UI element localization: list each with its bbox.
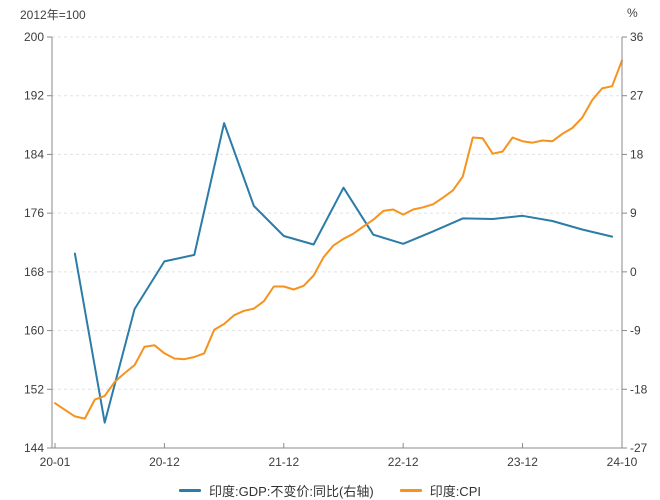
left-axis-tick-label: 152	[24, 382, 44, 396]
left-axis-tick-label: 200	[24, 30, 44, 44]
right-axis-tick-label: 9	[630, 206, 637, 220]
left-axis-tick-label: 160	[24, 324, 44, 338]
x-axis-tick-label: 20-12	[149, 455, 180, 469]
legend-label-gdp: 印度:GDP:不变价:同比(右轴)	[209, 483, 374, 499]
legend-item-cpi[interactable]: 印度:CPI	[399, 481, 481, 500]
series-line-cpi	[54, 59, 623, 420]
left-axis-title: 2012年=100	[20, 8, 86, 22]
x-axis-tick-label: 21-12	[268, 455, 299, 469]
right-axis-tick-label: 18	[630, 147, 644, 161]
right-axis-tick-label: -27	[630, 441, 648, 455]
left-axis-tick-label: 176	[24, 206, 44, 220]
x-axis-tick-label: 22-12	[388, 455, 419, 469]
right-axis-tick-label: 0	[630, 265, 637, 279]
left-axis-tick-label: 184	[24, 147, 44, 161]
series-line-gdp	[73, 122, 614, 424]
right-axis-tick-label: 27	[630, 89, 644, 103]
right-axis-tick-label: 36	[630, 30, 644, 44]
legend-item-gdp[interactable]: 印度:GDP:不变价:同比(右轴)	[179, 481, 374, 500]
right-axis-tick-label: -9	[630, 324, 641, 338]
right-axis-title: %	[627, 6, 638, 20]
left-axis-tick-label: 192	[24, 89, 44, 103]
x-axis-tick-label: 24-10	[607, 455, 638, 469]
legend-swatch-cpi	[399, 488, 422, 492]
left-axis-tick-label: 168	[24, 265, 44, 279]
legend-swatch-gdp	[179, 488, 202, 492]
legend: 印度:GDP:不变价:同比(右轴) 印度:CPI	[0, 480, 660, 500]
x-axis-tick-label: 23-12	[507, 455, 538, 469]
x-axis-tick-label: 20-01	[40, 455, 71, 469]
legend-label-cpi: 印度:CPI	[429, 483, 481, 499]
right-axis-tick-label: -18	[630, 382, 648, 396]
left-axis-tick-label: 144	[24, 441, 44, 455]
